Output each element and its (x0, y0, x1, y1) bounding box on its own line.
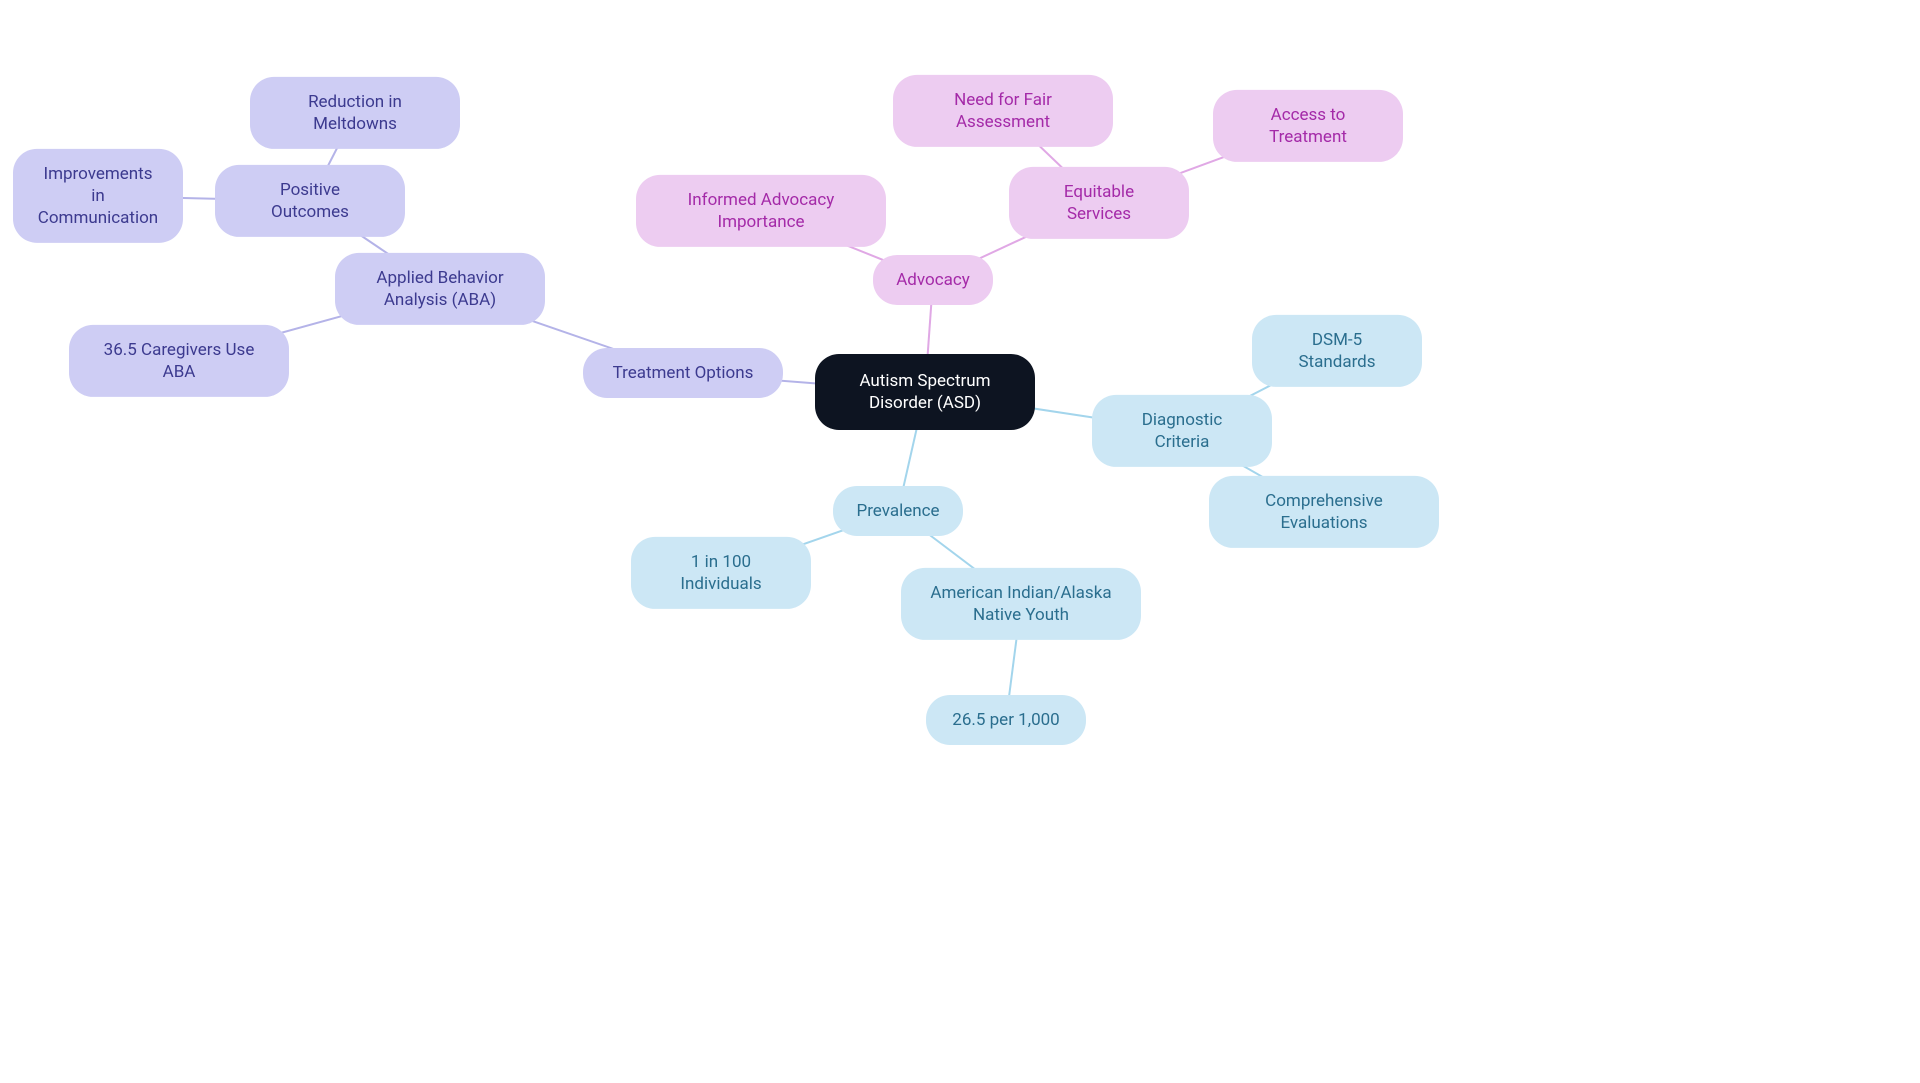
node-label-informed: Informed Advocacy Importance (660, 189, 862, 233)
node-label-advocacy: Advocacy (896, 269, 970, 291)
node-equitable: Equitable Services (1009, 167, 1189, 239)
node-label-access: Access to Treatment (1237, 104, 1379, 148)
node-positive: Positive Outcomes (215, 165, 405, 237)
node-label-aba: Applied Behavior Analysis (ABA) (359, 267, 521, 311)
node-per_1000: 26.5 per 1,000 (926, 695, 1086, 745)
node-label-one_in_100: 1 in 100 Individuals (655, 551, 787, 595)
node-label-fair: Need for Fair Assessment (917, 89, 1089, 133)
node-label-dsm5: DSM-5 Standards (1276, 329, 1398, 373)
node-fair: Need for Fair Assessment (893, 75, 1113, 147)
node-label-center: Autism Spectrum Disorder (ASD) (839, 370, 1011, 414)
node-ai_an: American Indian/Alaska Native Youth (901, 568, 1141, 640)
node-label-positive: Positive Outcomes (239, 179, 381, 223)
node-access: Access to Treatment (1213, 90, 1403, 162)
edge-layer (0, 0, 1920, 1083)
node-label-equitable: Equitable Services (1033, 181, 1165, 225)
node-comprehensive: Comprehensive Evaluations (1209, 476, 1439, 548)
node-label-caregivers: 36.5 Caregivers Use ABA (93, 339, 265, 383)
node-dsm5: DSM-5 Standards (1252, 315, 1422, 387)
node-advocacy: Advocacy (873, 255, 993, 305)
node-center: Autism Spectrum Disorder (ASD) (815, 354, 1035, 430)
node-meltdowns: Reduction in Meltdowns (250, 77, 460, 149)
node-label-prevalence: Prevalence (856, 500, 939, 522)
node-label-meltdowns: Reduction in Meltdowns (274, 91, 436, 135)
node-aba: Applied Behavior Analysis (ABA) (335, 253, 545, 325)
node-label-communication: Improvements in Communication (37, 163, 159, 229)
node-communication: Improvements in Communication (13, 149, 183, 243)
node-label-diagnostic: Diagnostic Criteria (1116, 409, 1248, 453)
node-diagnostic: Diagnostic Criteria (1092, 395, 1272, 467)
node-label-treatment: Treatment Options (613, 362, 754, 384)
node-informed: Informed Advocacy Importance (636, 175, 886, 247)
node-label-ai_an: American Indian/Alaska Native Youth (925, 582, 1117, 626)
node-caregivers: 36.5 Caregivers Use ABA (69, 325, 289, 397)
node-prevalence: Prevalence (833, 486, 963, 536)
node-one_in_100: 1 in 100 Individuals (631, 537, 811, 609)
node-label-comprehensive: Comprehensive Evaluations (1233, 490, 1415, 534)
node-label-per_1000: 26.5 per 1,000 (952, 709, 1059, 731)
node-treatment: Treatment Options (583, 348, 783, 398)
